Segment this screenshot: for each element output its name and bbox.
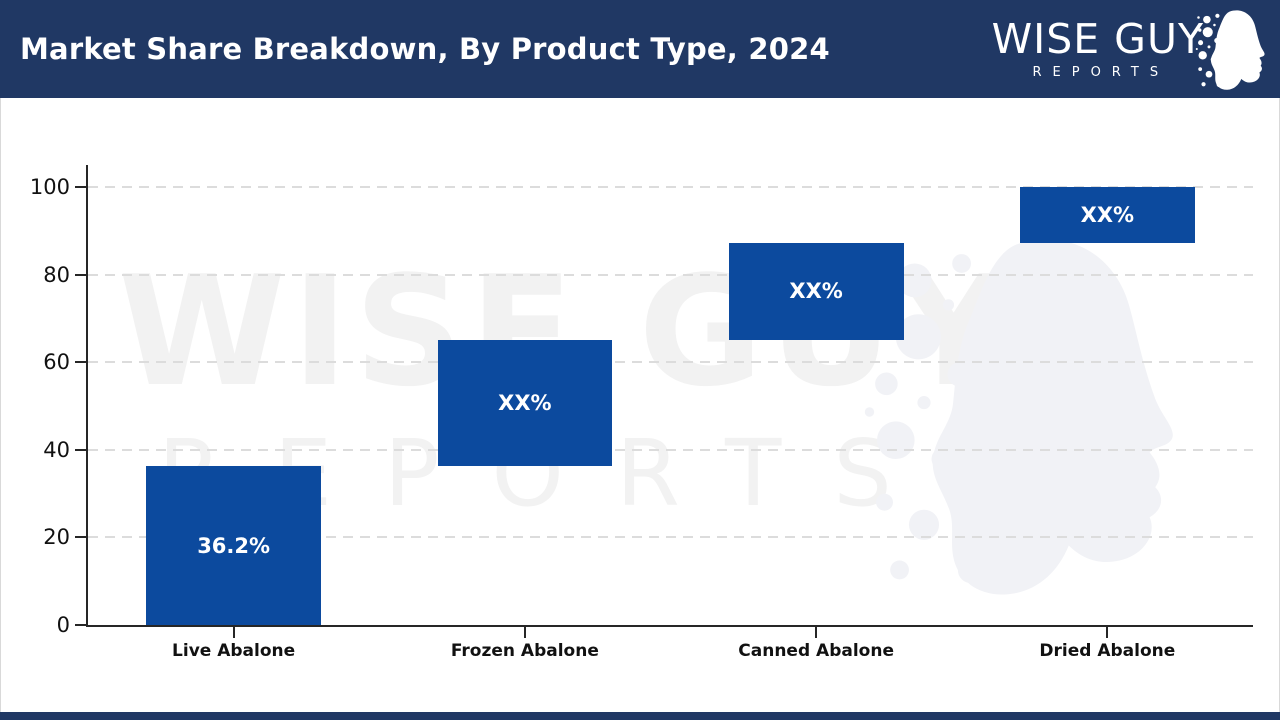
y-axis-tick-100 [75,185,86,188]
footer-bar [0,712,1280,720]
y-axis-label-100: 100 [29,174,70,199]
bar-live-abalone: 36.2% [146,466,321,625]
bar-dried-abalone: XX% [1020,186,1195,243]
y-axis-tick-60 [75,361,86,364]
y-axis-tick-0 [75,624,86,626]
y-axis-label-60: 60 [43,350,70,375]
bar-canned-abalone: XX% [728,243,904,340]
y-axis-label-0: 0 [56,613,70,637]
y-axis-tick-80 [75,273,86,276]
y-axis-spine [86,165,88,627]
logo-subtitle: REPORTS [1032,65,1170,80]
header-bar: Market Share Breakdown, By Product Type,… [0,0,1280,98]
logo-wordmark: WISE GUY [991,15,1204,63]
y-axis-label-20: 20 [43,525,70,550]
x-axis-tick-1 [523,627,526,638]
gridline-40 [88,448,1253,451]
x-axis-tick-2 [815,627,818,638]
gridline-100 [88,185,1253,188]
gridline-80 [88,273,1253,276]
chart-area: WISE GUY REPORTS 0 20 40 60 80 100 36.2% Live A… [0,98,1280,712]
y-axis-label-80: 80 [43,262,70,287]
x-axis-tick-0 [232,627,235,638]
x-axis-label-0: Live Abalone [172,641,296,661]
x-axis-label-1: Frozen Abalone [450,641,599,661]
x-axis-tick-3 [1106,627,1109,638]
plot-area: 0 20 40 60 80 100 36.2% Live Abalone XX% Frozen A… [30,165,1253,661]
bar-value-label: XX% [498,391,552,416]
bar-value-label: XX% [789,279,843,304]
y-axis-tick-40 [75,448,86,451]
page-title: Market Share Breakdown, By Product Type,… [20,32,830,66]
wise-guy-logo: WISE GUY REPORTS [992,7,1266,91]
gridline-60 [88,361,1253,364]
logo-text: WISE GUY REPORTS [991,15,1204,80]
x-axis-label-2: Canned Abalone [738,641,894,661]
y-axis-label-40: 40 [43,437,70,462]
bar-value-label: 36.2% [197,533,271,558]
bar-frozen-abalone: XX% [437,339,613,467]
x-axis-spine [86,625,1253,627]
bar-value-label: XX% [1080,202,1135,227]
wise-guy-head-icon [1195,10,1265,90]
y-axis-tick-20 [75,536,86,539]
gridline-20 [88,536,1253,539]
x-axis-label-3: Dried Abalone [1039,641,1176,661]
